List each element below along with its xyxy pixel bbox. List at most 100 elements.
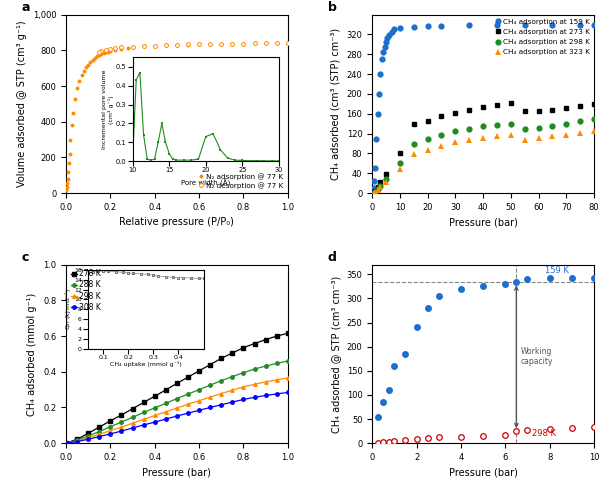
- N₂ adsorption @ 77 K: [95, 52, 103, 58]
- CH₄ adsorption at 273 K: [563, 105, 570, 111]
- CH₄ adsorption at 323 K: [466, 137, 473, 143]
- 288 K: [73, 437, 80, 443]
- CH₄ adsorption at 159 K: [590, 21, 598, 27]
- 288 K: [218, 378, 225, 384]
- 288 K: [162, 400, 169, 406]
- N₂ adsorption @ 77 K: [140, 43, 147, 49]
- 278 K: [85, 431, 92, 436]
- 159 K: [457, 286, 464, 292]
- 159 K: [524, 276, 531, 282]
- CH₄ adsorption at 159 K: [370, 189, 377, 195]
- N₂ adsorption @ 77 K: [151, 43, 158, 49]
- 308 K: [218, 402, 225, 408]
- 308 K: [129, 425, 136, 431]
- CH₄ adsorption at 298 K: [507, 121, 514, 127]
- 298 K: [173, 405, 181, 411]
- 298 K: [513, 428, 520, 434]
- N₂ desorption @ 77 K: [184, 41, 191, 47]
- CH₄ adsorption at 159 K: [380, 49, 387, 55]
- N₂ adsorption @ 77 K: [251, 40, 258, 46]
- CH₄ adsorption at 298 K: [493, 122, 500, 128]
- 298 K: [374, 440, 381, 446]
- 298 K: [73, 438, 80, 444]
- X-axis label: Relative pressure (P/P₀): Relative pressure (P/P₀): [119, 218, 235, 227]
- N₂ adsorption @ 77 K: [91, 55, 98, 61]
- N₂ adsorption @ 77 K: [63, 186, 70, 192]
- N₂ adsorption @ 77 K: [104, 49, 112, 55]
- 288 K: [107, 424, 114, 430]
- CH₄ adsorption at 298 K: [549, 123, 556, 129]
- 159 K: [385, 387, 392, 393]
- N₂ desorption @ 77 K: [229, 41, 236, 47]
- 308 K: [206, 405, 214, 411]
- Line: 308 K: 308 K: [64, 391, 290, 445]
- CH₄ adsorption at 273 K: [370, 189, 377, 195]
- Line: CH₄ adsorption at 159 K: CH₄ adsorption at 159 K: [370, 21, 597, 195]
- Line: 298 K: 298 K: [64, 376, 290, 445]
- CH₄ adsorption at 323 K: [438, 143, 445, 149]
- N₂ adsorption @ 77 K: [67, 137, 74, 143]
- CH₄ adsorption at 159 K: [410, 23, 418, 29]
- 288 K: [85, 433, 92, 439]
- 288 K: [229, 374, 236, 379]
- 298 K: [196, 398, 203, 404]
- CH₄ adsorption at 159 K: [382, 39, 389, 45]
- N₂ desorption @ 77 K: [173, 42, 181, 48]
- 298 K: [273, 377, 280, 383]
- N₂ adsorption @ 77 K: [94, 53, 101, 59]
- 278 K: [284, 331, 292, 337]
- CH₄ adsorption at 273 K: [396, 150, 403, 155]
- Line: N₂ desorption @ 77 K: N₂ desorption @ 77 K: [97, 41, 290, 54]
- N₂ adsorption @ 77 K: [240, 40, 247, 46]
- CH₄ adsorption at 298 K: [424, 136, 431, 142]
- 298 K: [424, 435, 431, 441]
- X-axis label: Pressure (bar): Pressure (bar): [449, 468, 518, 477]
- Text: 298 K: 298 K: [532, 429, 556, 438]
- 298 K: [240, 384, 247, 390]
- 278 K: [240, 345, 247, 351]
- CH₄ adsorption at 323 K: [549, 133, 556, 139]
- 278 K: [62, 440, 70, 446]
- 298 K: [391, 438, 398, 444]
- 308 K: [240, 396, 247, 402]
- CH₄ adsorption at 273 K: [507, 100, 514, 106]
- 159 K: [513, 280, 520, 285]
- 288 K: [262, 363, 269, 369]
- 278 K: [273, 333, 280, 339]
- N₂ desorption @ 77 K: [98, 48, 105, 54]
- X-axis label: Pressure (bar): Pressure (bar): [449, 218, 518, 227]
- CH₄ adsorption at 159 K: [370, 185, 377, 191]
- 159 K: [502, 281, 509, 287]
- 298 K: [129, 420, 136, 426]
- 298 K: [413, 436, 420, 442]
- 298 K: [151, 412, 158, 418]
- CH₄ adsorption at 323 K: [577, 130, 584, 135]
- 278 K: [73, 436, 80, 442]
- Y-axis label: Volume adsorbed @ STP (cm³ g⁻¹): Volume adsorbed @ STP (cm³ g⁻¹): [17, 20, 27, 187]
- CH₄ adsorption at 323 K: [521, 137, 528, 143]
- N₂ adsorption @ 77 K: [162, 42, 169, 48]
- 159 K: [413, 324, 420, 330]
- Line: 159 K: 159 K: [374, 275, 598, 420]
- CH₄ adsorption at 159 K: [381, 44, 388, 50]
- CH₄ adsorption at 298 K: [452, 128, 459, 134]
- 278 K: [140, 399, 147, 405]
- N₂ adsorption @ 77 K: [107, 48, 114, 54]
- CH₄ adsorption at 323 K: [563, 131, 570, 137]
- CH₄ adsorption at 159 K: [378, 56, 385, 62]
- 288 K: [95, 429, 103, 434]
- Legend: N₂ adsorption @ 77 K, N₂ desorption @ 77 K: N₂ adsorption @ 77 K, N₂ desorption @ 77…: [197, 172, 284, 189]
- N₂ adsorption @ 77 K: [62, 187, 70, 193]
- CH₄ adsorption at 159 K: [371, 166, 379, 171]
- 298 K: [546, 426, 553, 431]
- 288 K: [273, 360, 280, 366]
- 278 K: [184, 374, 191, 380]
- 308 K: [107, 431, 114, 437]
- CH₄ adsorption at 273 K: [535, 109, 542, 114]
- N₂ desorption @ 77 K: [240, 40, 247, 46]
- N₂ desorption @ 77 K: [273, 40, 280, 46]
- N₂ adsorption @ 77 K: [98, 51, 105, 57]
- N₂ adsorption @ 77 K: [206, 41, 214, 47]
- 288 K: [62, 440, 70, 446]
- 298 K: [262, 379, 269, 385]
